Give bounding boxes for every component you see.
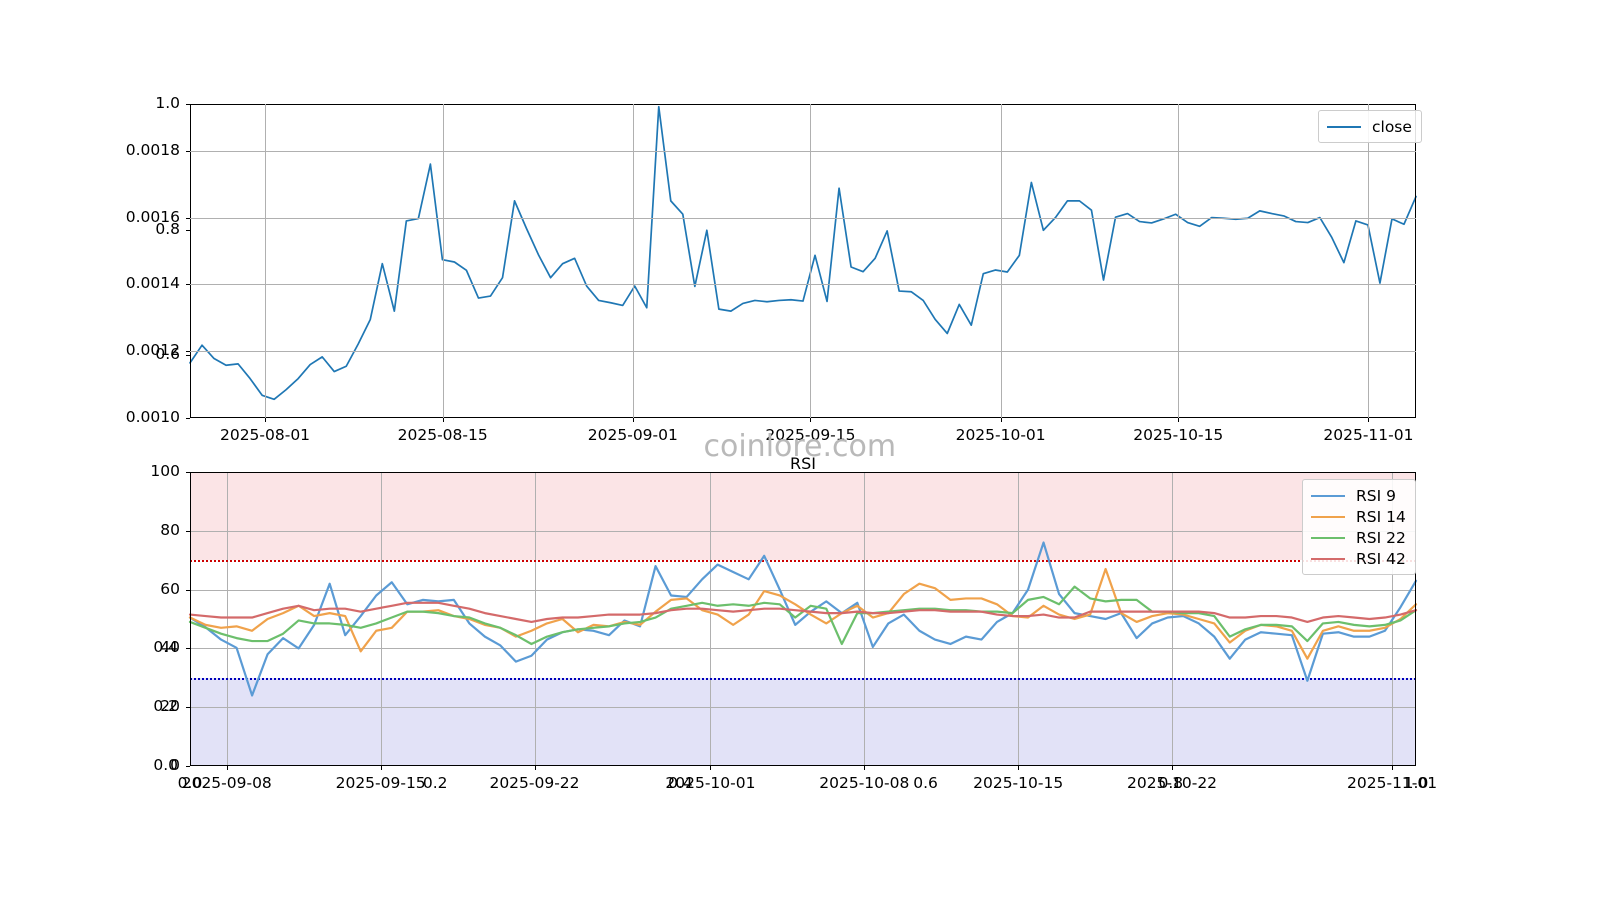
legend-item[interactable]: RSI 42	[1311, 548, 1406, 569]
rsi-gridline-h	[190, 530, 1416, 532]
rsi-plot-area	[188, 472, 1418, 766]
rsi-x-tick-norm-label: 0.4	[668, 774, 693, 792]
legend-item[interactable]: close	[1327, 116, 1412, 137]
rsi-gridline-v	[380, 472, 382, 766]
price-y-tick-label: 0.0014	[125, 274, 180, 293]
rsi-x-tick-norm-label: 0.6	[913, 774, 938, 792]
rsi-gridline-v	[534, 472, 536, 766]
rsi-gridline-v	[1172, 472, 1174, 766]
legend-line-swatch	[1311, 494, 1345, 497]
price-x-tick-label: 2025-10-01	[955, 426, 1046, 444]
rsi-x-tick-label: 2025-10-01	[665, 774, 756, 792]
rsi-series-svg	[188, 541, 1418, 697]
rsi-y-tick-label: 0	[170, 756, 180, 774]
rsi-gridline-v	[710, 472, 712, 766]
price-y-tick-label: 0.0010	[125, 408, 180, 426]
rsi-chart-panel: RSI 0 20 40 60 80 100 0.0 0.2 0.4 2025-09-08 202…	[0, 455, 1600, 900]
rsi-x-tick-label: 2025-09-15	[335, 774, 426, 792]
legend-line-swatch	[1311, 557, 1345, 560]
rsi-gridline-v	[226, 472, 228, 766]
rsi-x-tick-label: 2025-10-22	[1126, 774, 1218, 792]
rsi-x-tick-label: 2025-10-15	[973, 774, 1064, 792]
rsi-x-tick-label: 2025-09-22	[489, 774, 580, 792]
rsi-y-tick-label: 80	[160, 520, 180, 539]
legend-item-label: close	[1372, 117, 1412, 136]
legend-item-label: RSI 9	[1356, 486, 1396, 505]
legend-line-swatch	[1311, 536, 1345, 539]
price-y-tick-label: 0.0016	[125, 207, 180, 226]
coinlore-watermark: coinlore.com	[703, 429, 897, 464]
legend-item[interactable]: RSI 9	[1311, 485, 1406, 506]
rsi-x-tick-label: 2025-11-01	[1347, 774, 1438, 792]
rsi-oversold-threshold	[190, 677, 1416, 680]
price-chart-panel: 0.0010 0.0012 0.0014 0.0016 0.0018 0.6 0.8 1.0…	[125, 94, 1422, 444]
rsi-gridline-h	[190, 589, 1416, 591]
rsi-y-tick-norm-label: 0.4	[153, 638, 178, 657]
price-x-tick-label: 2025-10-15	[1133, 426, 1224, 444]
price-x-tick-label: 2025-08-15	[397, 426, 488, 444]
legend-item-label: RSI 14	[1356, 507, 1406, 526]
rsi-y-tick-label: 60	[160, 579, 180, 598]
price-y-tick-norm-label: 0.8	[155, 219, 180, 238]
price-y-tick-label: 0.0018	[125, 140, 180, 159]
legend-item-label: RSI 22	[1356, 528, 1406, 547]
rsi-y-tick-norm-label: 0.2	[153, 697, 178, 716]
rsi-gridline-h	[190, 707, 1416, 709]
price-x-tick-label: 2025-08-01	[219, 426, 311, 444]
price-y-tick-norm-label: 0.6	[155, 345, 180, 364]
rsi-gridline-h	[190, 648, 1416, 650]
legend-item[interactable]: RSI 14	[1311, 506, 1406, 527]
rsi-gridline-v	[1018, 472, 1020, 766]
rsi-oversold-band	[190, 677, 1416, 766]
rsi-overbought-band	[190, 472, 1416, 561]
legend-item-label: RSI 42	[1356, 549, 1406, 568]
price-x-tick-label: 2025-11-01	[1323, 426, 1414, 444]
rsi-x-tick-norm-label: 1.0	[1403, 774, 1429, 792]
rsi-y-tick-label: 100	[150, 462, 180, 480]
rsi-gridline-v	[864, 472, 866, 766]
rsi-x-tick-norm-label: 0.8	[1158, 774, 1184, 792]
rsi-x-tick-norm-label: 0.2	[422, 774, 448, 792]
price-x-tick-label: 2025-09-01	[587, 426, 678, 444]
rsi-y-tick-label: 20	[160, 697, 180, 716]
rsi-y-tick-norm-label: 0.0	[153, 756, 178, 774]
price-legend[interactable]: close	[1318, 110, 1422, 143]
rsi-legend[interactable]: RSI 9 RSI 14 RSI 22 RSI 42	[1302, 479, 1416, 575]
price-y-tick-label: 0.0012	[125, 341, 180, 360]
rsi-overbought-threshold	[190, 560, 1416, 563]
rsi-x-tick-norm-label: 0.0	[177, 774, 203, 792]
price-y-tick-norm-label: 1.0	[155, 94, 180, 112]
legend-line-swatch	[1311, 515, 1345, 518]
rsi-x-tick-label: 2025-09-08	[181, 774, 272, 792]
rsi-y-tick-label: 40	[160, 638, 180, 657]
rsi-panel-title: RSI	[790, 454, 816, 473]
rsi-x-tick-label: 2025-10-08	[819, 774, 910, 792]
legend-item[interactable]: RSI 22	[1311, 527, 1406, 548]
price-x-tick-label: 2025-09-15	[765, 426, 856, 444]
legend-line-swatch	[1327, 125, 1361, 128]
